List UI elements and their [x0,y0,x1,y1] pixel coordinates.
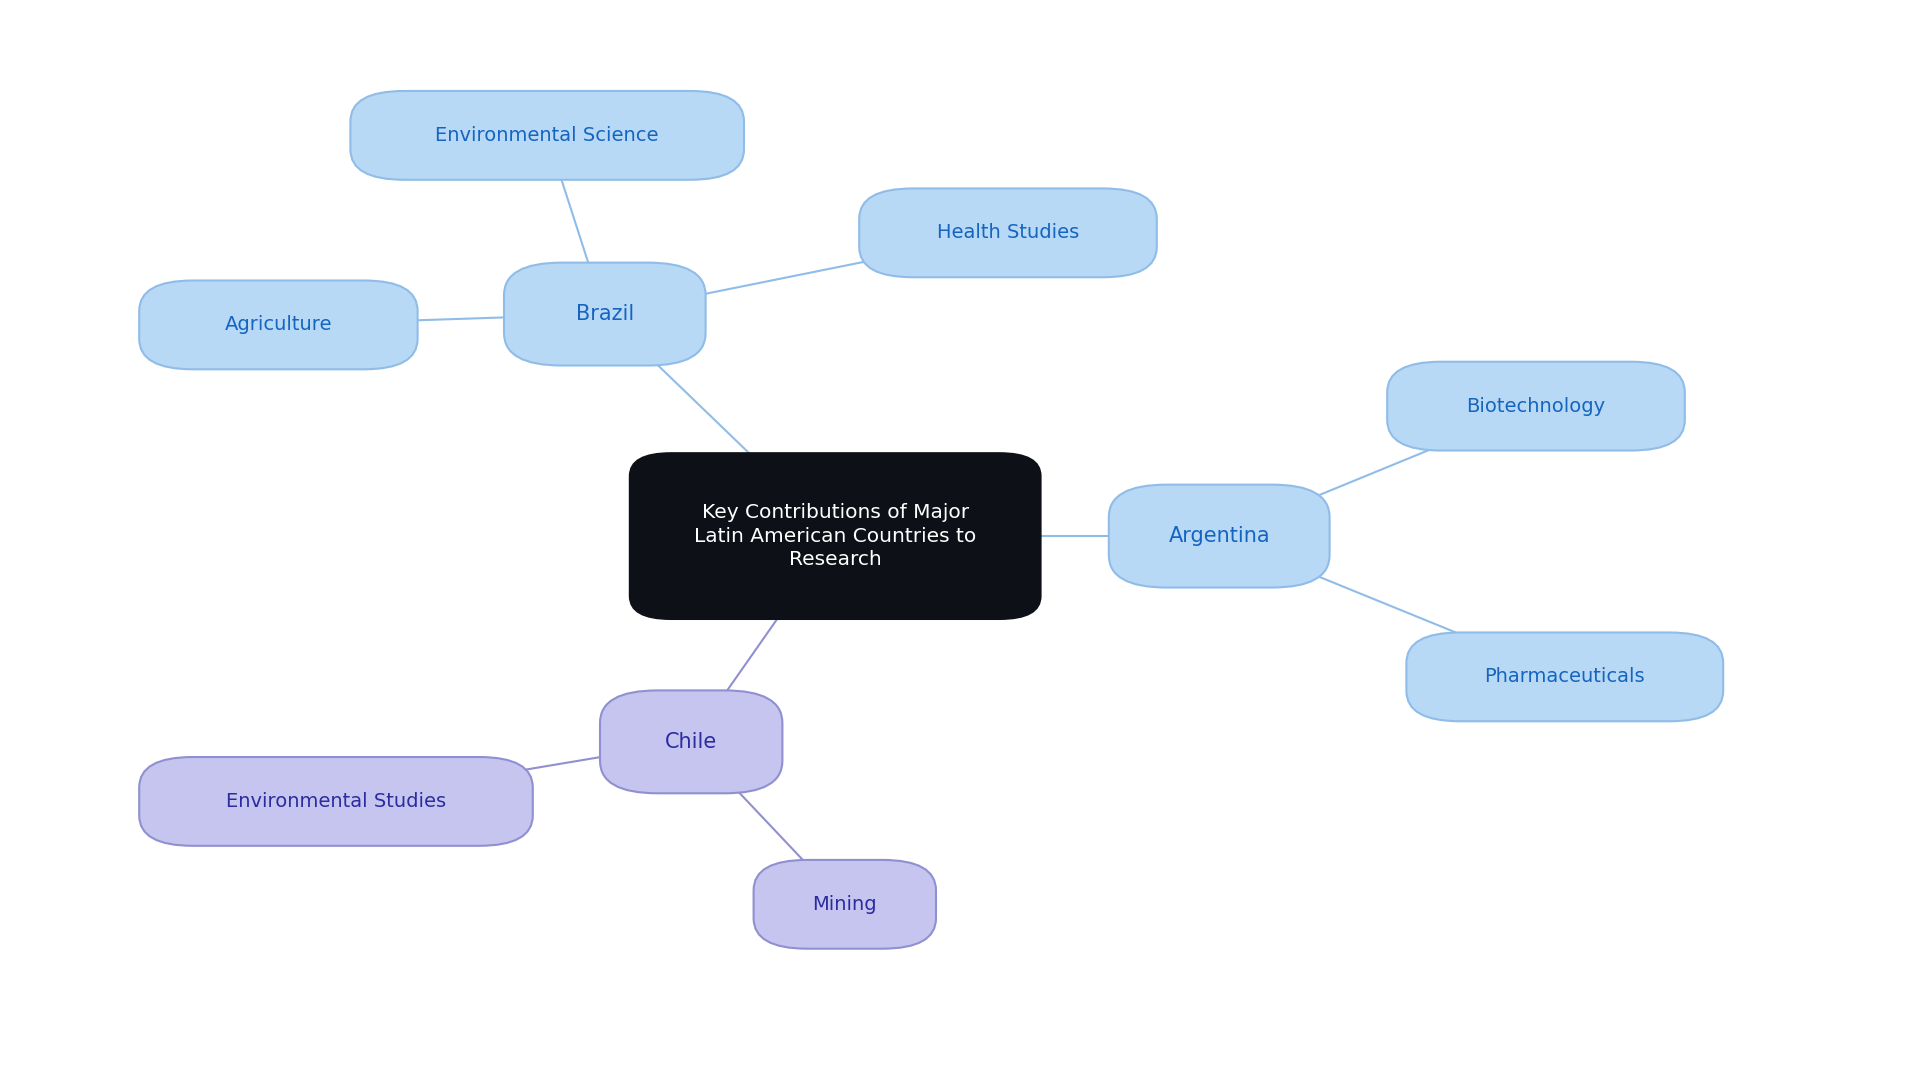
Text: Biotechnology: Biotechnology [1467,396,1605,416]
FancyBboxPatch shape [138,757,532,846]
FancyBboxPatch shape [753,860,937,949]
Text: Environmental Studies: Environmental Studies [227,792,445,811]
FancyBboxPatch shape [349,91,743,180]
Text: Key Contributions of Major
Latin American Countries to
Research: Key Contributions of Major Latin America… [693,504,977,569]
Text: Agriculture: Agriculture [225,315,332,335]
Text: Brazil: Brazil [576,304,634,324]
FancyBboxPatch shape [1405,632,1722,721]
Text: Pharmaceuticals: Pharmaceuticals [1484,667,1645,687]
FancyBboxPatch shape [1110,485,1329,587]
FancyBboxPatch shape [138,280,417,369]
Text: Health Studies: Health Studies [937,223,1079,243]
FancyBboxPatch shape [860,188,1156,277]
FancyBboxPatch shape [1386,362,1686,451]
Text: Chile: Chile [664,732,718,752]
FancyBboxPatch shape [630,453,1041,619]
Text: Mining: Mining [812,895,877,914]
Text: Environmental Science: Environmental Science [436,126,659,145]
FancyBboxPatch shape [599,691,783,793]
Text: Argentina: Argentina [1169,526,1269,546]
FancyBboxPatch shape [503,263,707,366]
